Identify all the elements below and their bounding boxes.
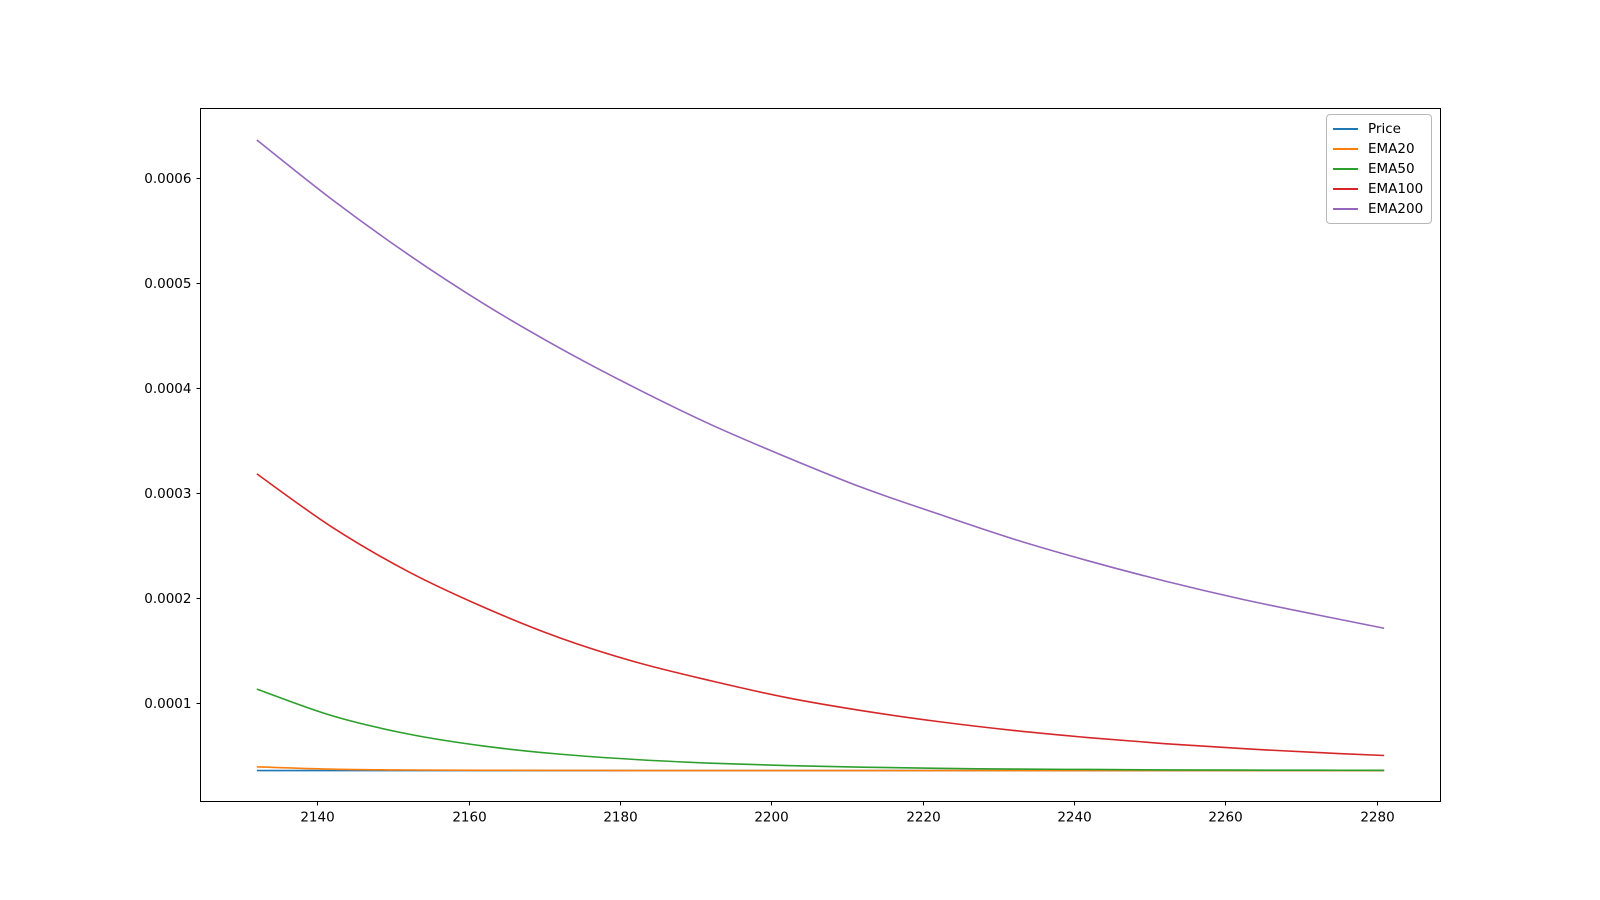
legend-entry-price: Price [1333,119,1425,139]
x-tick-label: 2200 [754,810,788,826]
y-tick-label: 0.0005 [144,276,191,292]
x-tick-label: 2140 [300,810,334,826]
series-line-ema100 [256,473,1385,757]
legend-line-swatch-ema50 [1333,168,1358,170]
legend-label: Price [1368,121,1401,137]
legend-entry-ema20: EMA20 [1333,139,1425,159]
x-tick-label: 2260 [1208,810,1242,826]
y-tick-label: 0.0006 [144,171,191,187]
y-tick-label: 0.0002 [144,591,191,607]
legend-entry-ema50: EMA50 [1333,159,1425,179]
legend-line-swatch-ema20 [1333,148,1358,150]
x-tick-label: 2280 [1360,810,1394,826]
legend-line-swatch-ema100 [1333,188,1358,190]
series-line-ema200 [256,139,1385,630]
y-tick-label: 0.0003 [144,486,191,502]
legend-label: EMA200 [1368,201,1424,217]
x-tick-label: 2220 [906,810,940,826]
x-tick-label: 2160 [452,810,486,826]
legend-label: EMA20 [1368,141,1415,157]
y-tick-label: 0.0004 [144,381,191,397]
series-line-ema50 [256,688,1385,772]
plot-border [200,108,1441,802]
legend-line-swatch-ema200 [1333,208,1358,210]
x-tick-label: 2240 [1057,810,1091,826]
legend: Price EMA20 EMA50 EMA100 EMA200 [1326,114,1432,224]
legend-entry-ema200: EMA200 [1333,199,1425,219]
y-tick-label: 0.0001 [144,696,191,712]
legend-entry-ema100: EMA100 [1333,179,1425,199]
legend-label: EMA100 [1368,181,1424,197]
legend-label: EMA50 [1368,161,1415,177]
x-tick-label: 2180 [603,810,637,826]
legend-line-swatch-price [1333,128,1358,130]
